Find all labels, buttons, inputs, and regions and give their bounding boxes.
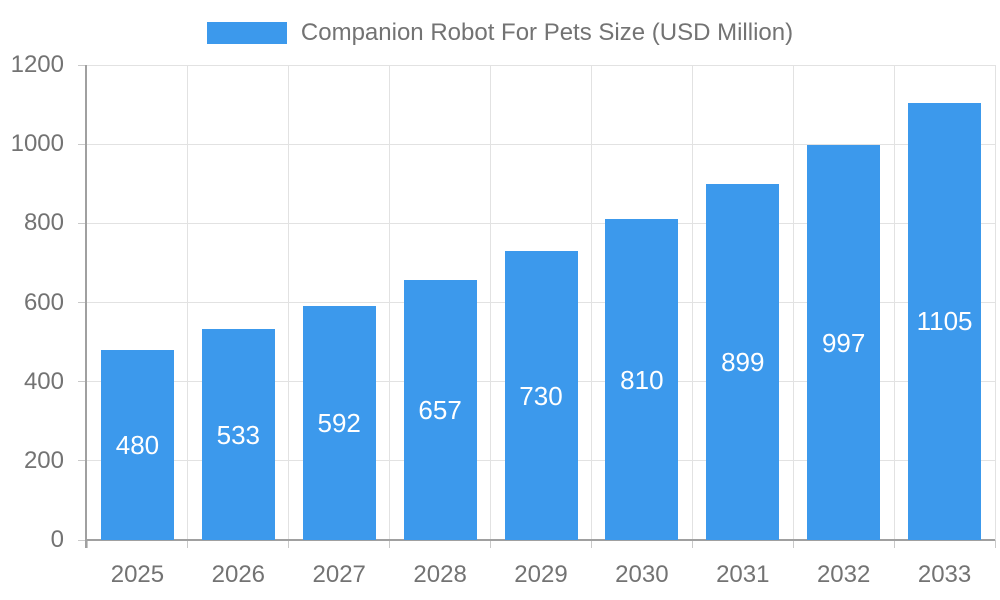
x-tick-mark bbox=[691, 540, 693, 548]
bar bbox=[302, 305, 376, 540]
x-tick-label: 2028 bbox=[413, 561, 467, 588]
x-tick-label: 2027 bbox=[312, 561, 366, 588]
bar-value-label: 533 bbox=[216, 419, 261, 450]
y-axis-line bbox=[85, 65, 87, 548]
bar-value-label: 657 bbox=[418, 394, 462, 425]
bar-value-label: 480 bbox=[115, 430, 160, 460]
bar bbox=[908, 102, 982, 540]
y-tick-label: 1200 bbox=[10, 51, 64, 78]
gridline-vertical bbox=[590, 65, 592, 540]
gridline-horizontal bbox=[87, 222, 995, 224]
gridline-vertical bbox=[893, 65, 895, 540]
gridline-vertical bbox=[389, 65, 391, 540]
gridline-horizontal bbox=[87, 143, 995, 145]
x-tick-mark bbox=[187, 540, 189, 548]
gridline-vertical bbox=[691, 65, 693, 540]
x-tick-mark bbox=[288, 540, 290, 548]
x-tick-mark bbox=[893, 540, 895, 548]
legend-label: Companion Robot For Pets Size (USD Milli… bbox=[300, 19, 794, 46]
x-tick-mark bbox=[490, 540, 492, 548]
gridline-horizontal bbox=[87, 64, 995, 66]
y-tick-mark bbox=[78, 381, 85, 383]
x-tick-mark bbox=[994, 540, 996, 548]
y-tick-label: 0 bbox=[50, 526, 64, 553]
bar bbox=[100, 350, 174, 540]
gridline-vertical bbox=[994, 65, 996, 540]
bar-value-label: 730 bbox=[519, 380, 563, 411]
x-tick-mark bbox=[389, 540, 391, 548]
bar-value-label: 1105 bbox=[916, 306, 973, 337]
bar bbox=[201, 329, 275, 540]
y-tick-mark bbox=[78, 143, 85, 145]
y-tick-mark bbox=[78, 460, 85, 462]
bar bbox=[807, 145, 881, 540]
y-tick-mark bbox=[78, 64, 85, 66]
x-tick-label: 2031 bbox=[716, 561, 770, 588]
y-tick-label: 400 bbox=[23, 367, 64, 395]
x-tick-label: 2026 bbox=[211, 561, 266, 588]
x-tick-label: 2032 bbox=[816, 561, 871, 588]
gridline-vertical bbox=[792, 65, 794, 540]
y-tick-label: 200 bbox=[23, 446, 64, 474]
y-tick-mark bbox=[78, 222, 85, 224]
bar-value-label: 899 bbox=[721, 347, 765, 378]
x-tick-mark bbox=[86, 540, 88, 548]
bar bbox=[605, 219, 679, 540]
y-tick-mark bbox=[78, 539, 85, 541]
bar bbox=[403, 279, 477, 540]
x-axis-line bbox=[85, 539, 995, 541]
y-tick-mark bbox=[78, 302, 85, 303]
bar-value-label: 997 bbox=[821, 327, 866, 358]
gridline-vertical bbox=[187, 65, 189, 540]
x-tick-mark bbox=[792, 540, 794, 548]
legend-swatch bbox=[206, 22, 287, 44]
chart-legend: Companion Robot For Pets Size (USD Milli… bbox=[0, 19, 1000, 46]
bar-value-label: 810 bbox=[620, 364, 664, 395]
y-tick-label: 1000 bbox=[10, 130, 64, 158]
bar bbox=[504, 251, 578, 540]
bar-value-label: 592 bbox=[317, 407, 361, 438]
y-tick-label: 600 bbox=[23, 288, 64, 316]
gridline-vertical bbox=[288, 65, 290, 540]
bar bbox=[706, 184, 780, 540]
y-tick-label: 800 bbox=[23, 209, 64, 237]
x-tick-label: 2030 bbox=[615, 561, 669, 588]
gridline-vertical bbox=[490, 65, 492, 540]
x-tick-mark bbox=[590, 540, 592, 548]
x-tick-label: 2033 bbox=[917, 561, 972, 588]
x-tick-label: 2029 bbox=[514, 561, 568, 588]
x-tick-label: 2025 bbox=[110, 561, 165, 588]
